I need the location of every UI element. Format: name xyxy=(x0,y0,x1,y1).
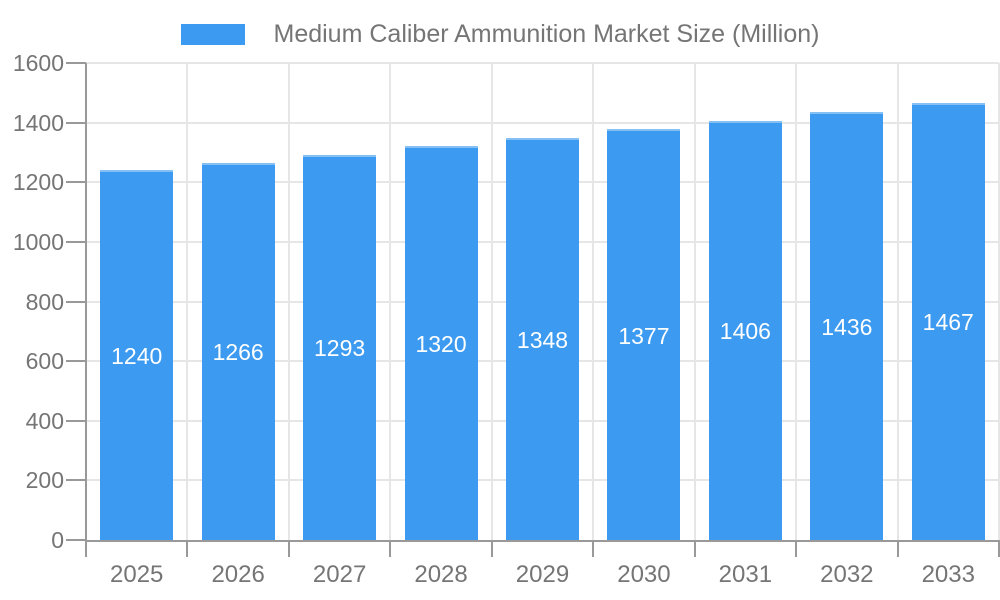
x-tick xyxy=(389,540,392,557)
y-tick-label: 200 xyxy=(25,467,64,494)
bar-value-label: 1240 xyxy=(111,343,163,370)
x-gridline xyxy=(287,63,290,540)
x-gridline xyxy=(795,63,798,540)
x-tick xyxy=(85,540,87,557)
y-tick xyxy=(66,300,86,303)
x-tick xyxy=(896,540,899,557)
y-tick-label: 1000 xyxy=(12,228,64,255)
bar-2027[interactable]: 1293 xyxy=(303,154,377,540)
bar-value-label: 1377 xyxy=(618,322,670,349)
y-gridline xyxy=(86,121,999,124)
bar-2026[interactable]: 1266 xyxy=(201,162,275,540)
bar-2028[interactable]: 1320 xyxy=(404,146,478,540)
bar-value-label: 1348 xyxy=(516,327,569,354)
bar-value-label: 1293 xyxy=(314,335,366,362)
x-tick-label: 2029 xyxy=(515,561,570,588)
bar-value-label: 1320 xyxy=(415,331,467,358)
y-tick-label: 1400 xyxy=(12,109,64,136)
bar-value-label: 1467 xyxy=(922,309,974,336)
legend-swatch-icon xyxy=(180,23,245,45)
bar-2032[interactable]: 1436 xyxy=(810,111,884,540)
y-tick xyxy=(66,181,86,184)
y-tick xyxy=(66,539,86,541)
y-tick xyxy=(66,240,86,243)
x-tick xyxy=(693,540,696,557)
y-tick xyxy=(66,360,86,363)
bar-2030[interactable]: 1377 xyxy=(607,129,681,540)
bar-value-label: 1266 xyxy=(212,339,264,366)
y-tick-label: 1600 xyxy=(12,50,64,76)
x-tick xyxy=(186,540,189,557)
x-gridline xyxy=(896,63,899,540)
y-tick-label: 800 xyxy=(25,288,64,315)
y-tick xyxy=(66,479,86,482)
x-tick xyxy=(795,540,798,557)
bar-2029[interactable]: 1348 xyxy=(506,138,579,540)
y-tick xyxy=(66,419,86,422)
legend-item[interactable]: Medium Caliber Ammunition Market Size (M… xyxy=(180,19,820,49)
legend: Medium Caliber Ammunition Market Size (M… xyxy=(0,18,1000,50)
legend-label: Medium Caliber Ammunition Market Size (M… xyxy=(273,19,820,48)
y-tick xyxy=(66,121,86,124)
x-tick-label: 2031 xyxy=(718,561,773,588)
bar-2025[interactable]: 1240 xyxy=(100,170,174,540)
y-tick-label: 0 xyxy=(51,527,64,553)
y-tick-label: 600 xyxy=(25,348,64,375)
x-axis-line xyxy=(86,540,999,542)
x-tick-label: 2030 xyxy=(617,561,671,588)
x-gridline xyxy=(998,63,1000,540)
bar-2031[interactable]: 1406 xyxy=(708,120,782,540)
x-tick xyxy=(592,540,595,557)
y-gridline xyxy=(86,62,999,64)
x-gridline xyxy=(186,63,189,540)
x-tick xyxy=(287,540,290,557)
x-gridline xyxy=(693,63,696,540)
x-tick-label: 2027 xyxy=(312,561,367,588)
x-tick xyxy=(490,540,493,557)
y-tick-label: 400 xyxy=(25,407,64,434)
plot-area: 1240 1266 1293 1320 1348 1377 1406 1436 1467 xyxy=(86,62,1000,540)
y-tick-label: 1200 xyxy=(12,169,64,196)
x-tick-label: 2033 xyxy=(921,561,975,588)
y-axis-line xyxy=(85,63,87,540)
x-gridline xyxy=(389,63,392,540)
x-tick xyxy=(998,540,1000,557)
x-tick-label: 2025 xyxy=(110,561,164,588)
x-gridline xyxy=(490,63,493,540)
x-tick-label: 2028 xyxy=(414,561,468,588)
bar-2033[interactable]: 1467 xyxy=(911,102,985,540)
bar-value-label: 1406 xyxy=(719,318,771,345)
y-tick xyxy=(66,62,86,64)
bar-value-label: 1436 xyxy=(821,313,873,340)
x-gridline xyxy=(592,63,595,540)
x-tick-label: 2026 xyxy=(211,561,265,588)
x-tick-label: 2032 xyxy=(820,561,874,588)
